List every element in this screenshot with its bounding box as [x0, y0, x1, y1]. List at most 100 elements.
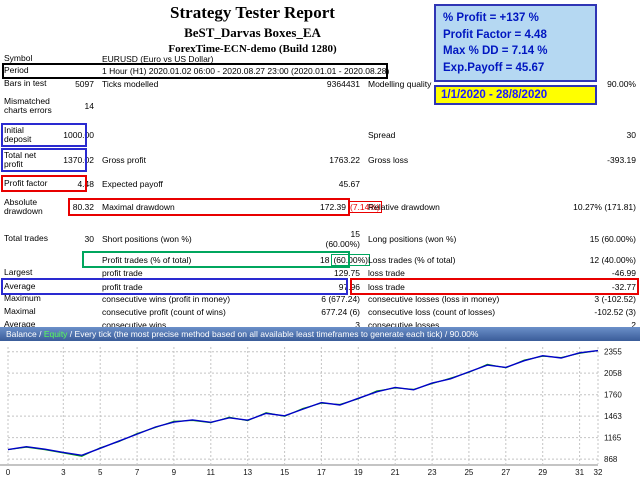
svg-text:868: 868: [604, 455, 618, 464]
chart-title-rest: / Every tick (the most precise method ba…: [67, 329, 479, 339]
svg-text:7: 7: [135, 468, 140, 477]
maximum-losses-value: 3 (-102.52): [594, 294, 636, 304]
row-mismatched: Mismatched charts errors 14: [0, 91, 640, 121]
svg-text:21: 21: [391, 468, 400, 477]
row-bars: Bars in test 5097 Ticks modelled 9364431…: [0, 78, 640, 89]
summary-exp-payoff: Exp.Payoff = 45.67: [443, 61, 545, 74]
gross-profit-value: 1763.22: [329, 155, 360, 165]
bars-value: 5097: [75, 78, 94, 89]
ticks-value: 9364431: [326, 78, 360, 89]
profit-trades-pct: (60.00%): [331, 253, 370, 266]
total-trades-value: 30: [84, 234, 94, 244]
maximal-drawdown-pct: (7.14%): [348, 201, 382, 213]
initial-deposit-value: 1000.00: [63, 130, 94, 140]
quality-value: 90.00%: [607, 78, 636, 89]
svg-text:3: 3: [61, 468, 66, 477]
average-consec-wins-value: 3: [355, 320, 360, 330]
svg-text:19: 19: [354, 468, 363, 477]
svg-text:32: 32: [594, 468, 603, 477]
maximal-loss-value: -102.52 (3): [594, 307, 636, 317]
loss-trades-value: 12 (40.00%): [589, 254, 636, 265]
largest-profit-value: 129.75: [334, 268, 360, 278]
row-total-trades: Total trades 30 Short positions (won %) …: [0, 227, 640, 251]
largest-loss-value: -46.99: [611, 268, 636, 278]
summary-max-dd: Max % DD = 7.14 %: [443, 45, 548, 57]
svg-text:2355: 2355: [604, 348, 622, 357]
profit-trades-value: 18 (60.00%): [320, 253, 370, 266]
date-range-annotation: 1/1/2020 - 28/8/2020: [434, 85, 597, 105]
ea-name: BeST_Darvas Boxes_EA: [184, 25, 321, 40]
average-consec-losses-label: consecutive losses: [368, 320, 440, 330]
row-total-net-profit: Total net profit 1370.02 Gross profit 17…: [0, 148, 640, 172]
short-positions-value: 15 (60.00%): [325, 229, 361, 249]
maximum-wins-label: consecutive wins (profit in money): [102, 294, 231, 304]
equity-legend: Equity: [43, 329, 68, 339]
absolute-drawdown-label: Absolute drawdown: [4, 196, 43, 216]
average-loss-label: loss trade: [368, 281, 405, 292]
largest-label: Largest: [4, 267, 33, 278]
largest-loss-label: loss trade: [368, 268, 405, 278]
server-build: ForexTime-ECN-demo (Build 1280): [168, 43, 337, 55]
svg-text:9: 9: [172, 468, 177, 477]
long-positions-value: 15 (60.00%): [589, 234, 636, 244]
chart-title-bar: Balance / Equity / Every tick (the most …: [0, 327, 640, 341]
average-profit-label: profit trade: [102, 281, 143, 292]
initial-deposit-label: Initial deposit: [4, 124, 32, 144]
row-largest: Largest profit trade 129.75 loss trade -…: [0, 267, 640, 279]
loss-trades-label: Loss trades (% of total): [368, 254, 456, 265]
period-value: 1 Hour (H1) 2020.01.02 06:00 - 2020.08.2…: [102, 66, 390, 76]
maximum-losses-label: consecutive losses (loss in money): [368, 294, 500, 304]
average-consec-losses-value: 2: [631, 320, 636, 330]
spread-value: 30: [626, 130, 636, 140]
short-positions-label: Short positions (won %): [102, 234, 192, 244]
profit-factor-label: Profit factor: [4, 177, 48, 188]
svg-text:1165: 1165: [604, 434, 622, 443]
average-trade-label: Average: [4, 280, 36, 291]
profit-factor-value: 4.48: [77, 178, 94, 189]
total-net-profit-label: Total net profit: [4, 149, 37, 169]
quality-label: Modelling quality: [368, 78, 432, 89]
svg-text:1463: 1463: [604, 412, 622, 421]
gross-loss-value: -393.19: [607, 155, 636, 165]
ticks-label: Ticks modelled: [102, 78, 159, 89]
maximal-profit-value: 677.24 (6): [321, 307, 360, 317]
svg-text:1760: 1760: [604, 391, 622, 400]
svg-text:23: 23: [428, 468, 437, 477]
symbol-value: EURUSD (Euro vs US Dollar): [102, 53, 214, 64]
svg-text:5: 5: [98, 468, 103, 477]
maximal-loss-label: consecutive loss (count of losses): [368, 307, 496, 317]
svg-text:25: 25: [464, 468, 473, 477]
average-consec-label: Average: [4, 319, 36, 330]
average-consec-wins-label: consecutive wins: [102, 320, 167, 330]
row-average-consecutive: Average consecutive wins 3 consecutive l…: [0, 319, 640, 331]
svg-text:0: 0: [6, 468, 11, 477]
row-maximum-consecutive: Maximum consecutive wins (profit in mone…: [0, 293, 640, 305]
row-drawdown: Absolute drawdown 80.32 Maximal drawdown…: [0, 195, 640, 219]
svg-text:11: 11: [207, 468, 216, 477]
svg-text:2058: 2058: [604, 369, 622, 378]
average-loss-value: -32.77: [611, 281, 636, 292]
average-profit-value: 97.96: [338, 281, 360, 292]
svg-text:13: 13: [243, 468, 252, 477]
expected-payoff-label: Expected payoff: [102, 178, 163, 189]
bars-label: Bars in test: [4, 77, 47, 88]
row-initial-deposit: Initial deposit 1000.00 Spread 30: [0, 123, 640, 147]
chart-title-sep: /: [36, 329, 44, 339]
symbol-label: Symbol: [4, 52, 33, 63]
svg-text:15: 15: [280, 468, 289, 477]
row-average-trade: Average profit trade 97.96 loss trade -3…: [0, 278, 640, 295]
maximal-profit-label: consecutive profit (count of wins): [102, 307, 226, 317]
summary-profit-factor: Profit Factor = 4.48: [443, 28, 547, 41]
report-title: Strategy Tester Report: [170, 3, 335, 22]
expected-payoff-value: 45.67: [338, 178, 360, 189]
gross-loss-label: Gross loss: [368, 155, 409, 165]
gross-profit-label: Gross profit: [102, 155, 146, 165]
total-trades-label: Total trades: [4, 233, 48, 244]
profit-trades-label: Profit trades (% of total): [102, 254, 192, 265]
row-symbol: Symbol EURUSD (Euro vs US Dollar): [0, 53, 640, 64]
period-label: Period: [4, 65, 29, 76]
mismatched-value: 14: [84, 101, 94, 111]
mismatched-label: Mismatched charts errors: [4, 95, 52, 115]
maximum-label: Maximum: [4, 293, 41, 304]
